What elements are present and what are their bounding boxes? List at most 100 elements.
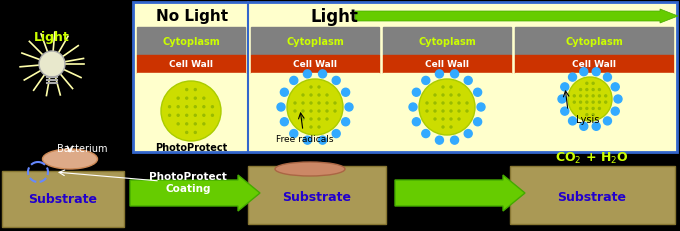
Text: Substrate: Substrate [282, 191, 352, 204]
Circle shape [177, 106, 179, 108]
Circle shape [194, 106, 197, 108]
Circle shape [580, 68, 588, 76]
FancyArrow shape [130, 175, 260, 211]
Circle shape [598, 108, 600, 110]
Circle shape [422, 77, 430, 85]
Text: Cell Wall: Cell Wall [293, 60, 337, 69]
Circle shape [302, 119, 304, 121]
Circle shape [310, 103, 312, 105]
Circle shape [450, 87, 452, 89]
Circle shape [341, 89, 350, 97]
FancyArrow shape [355, 10, 678, 24]
Text: No Light: No Light [156, 9, 228, 24]
Circle shape [203, 115, 205, 117]
Ellipse shape [42, 149, 97, 169]
Circle shape [579, 89, 581, 91]
Circle shape [310, 119, 312, 121]
Circle shape [603, 117, 611, 125]
Circle shape [586, 95, 588, 97]
Circle shape [442, 119, 444, 121]
Circle shape [592, 95, 594, 97]
Bar [137, 56, 245, 74]
Circle shape [442, 87, 444, 89]
Circle shape [592, 123, 600, 131]
Circle shape [186, 89, 188, 91]
Circle shape [598, 102, 600, 104]
Circle shape [598, 89, 600, 91]
Text: Cytoplasm: Cytoplasm [418, 37, 476, 47]
Text: Cell Wall: Cell Wall [425, 60, 469, 69]
Circle shape [580, 123, 588, 131]
Circle shape [186, 106, 188, 108]
Circle shape [326, 94, 328, 97]
Circle shape [426, 110, 428, 112]
Circle shape [458, 119, 460, 121]
Circle shape [290, 130, 298, 138]
Circle shape [345, 103, 353, 112]
Bar [515, 74, 673, 149]
Circle shape [318, 137, 326, 145]
Circle shape [203, 106, 205, 108]
Circle shape [326, 119, 328, 121]
Circle shape [586, 89, 588, 91]
Circle shape [211, 115, 214, 117]
Ellipse shape [275, 162, 345, 176]
Circle shape [177, 115, 179, 117]
Text: Cytoplasm: Cytoplasm [565, 37, 623, 47]
Circle shape [458, 103, 460, 105]
Circle shape [611, 83, 619, 91]
Circle shape [194, 98, 197, 100]
Circle shape [442, 126, 444, 128]
Circle shape [302, 110, 304, 112]
Circle shape [318, 87, 320, 89]
Circle shape [464, 130, 472, 138]
Circle shape [435, 70, 443, 79]
Circle shape [458, 94, 460, 97]
Circle shape [442, 94, 444, 97]
Circle shape [294, 110, 296, 112]
Bar [383, 56, 511, 74]
Bar [251, 28, 379, 56]
Circle shape [302, 103, 304, 105]
Circle shape [558, 96, 566, 103]
Circle shape [568, 74, 577, 82]
Circle shape [474, 118, 481, 126]
Circle shape [434, 103, 436, 105]
Circle shape [161, 82, 221, 141]
Circle shape [426, 103, 428, 105]
Text: Light: Light [310, 8, 358, 26]
Circle shape [605, 95, 607, 97]
Circle shape [39, 52, 65, 78]
Circle shape [614, 96, 622, 103]
Text: Cytoplasm: Cytoplasm [162, 37, 220, 47]
Circle shape [592, 89, 594, 91]
Circle shape [334, 110, 336, 112]
Circle shape [464, 77, 472, 85]
Circle shape [450, 119, 452, 121]
Circle shape [277, 103, 285, 112]
Circle shape [412, 118, 420, 126]
Circle shape [579, 102, 581, 104]
Circle shape [442, 103, 444, 105]
Circle shape [310, 126, 312, 128]
Circle shape [333, 130, 340, 138]
Text: Cell Wall: Cell Wall [572, 60, 616, 69]
Circle shape [280, 118, 288, 126]
Circle shape [169, 115, 171, 117]
Circle shape [450, 110, 452, 112]
Circle shape [310, 94, 312, 97]
Circle shape [561, 83, 568, 91]
Text: Substrate: Substrate [558, 191, 626, 204]
Circle shape [586, 102, 588, 104]
Circle shape [435, 137, 443, 145]
Circle shape [450, 103, 452, 105]
Circle shape [203, 123, 205, 125]
Circle shape [303, 70, 311, 79]
Circle shape [318, 103, 320, 105]
Circle shape [568, 78, 612, 122]
Circle shape [573, 102, 575, 104]
Text: Lysis: Lysis [577, 115, 600, 125]
Circle shape [287, 80, 343, 135]
Text: Free radicals: Free radicals [276, 135, 334, 144]
Circle shape [450, 126, 452, 128]
